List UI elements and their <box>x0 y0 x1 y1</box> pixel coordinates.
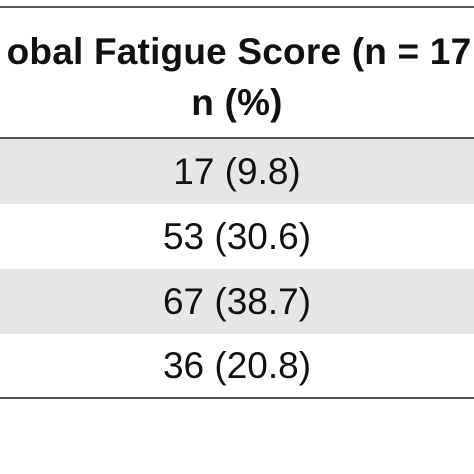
table-cell: 67 (38.7) <box>162 280 312 322</box>
bottom-rule <box>0 397 474 399</box>
table-cell: 53 (30.6) <box>162 215 312 257</box>
column-header-unit: n (%) <box>191 82 283 123</box>
column-header: obal Fatigue Score (n = 17 n (%) <box>0 8 474 137</box>
header-rule <box>0 137 474 139</box>
table-row: 17 (9.8) <box>0 139 474 204</box>
top-rule <box>0 6 474 8</box>
table-cell: 36 (20.8) <box>162 344 312 386</box>
column-header-title: obal Fatigue Score (n = 17 <box>6 31 472 72</box>
table-cell: 17 (9.8) <box>173 150 301 192</box>
table-row: 67 (38.7) <box>0 269 474 334</box>
table-row: 36 (20.8) <box>0 334 474 397</box>
table-row: 53 (30.6) <box>0 204 474 269</box>
